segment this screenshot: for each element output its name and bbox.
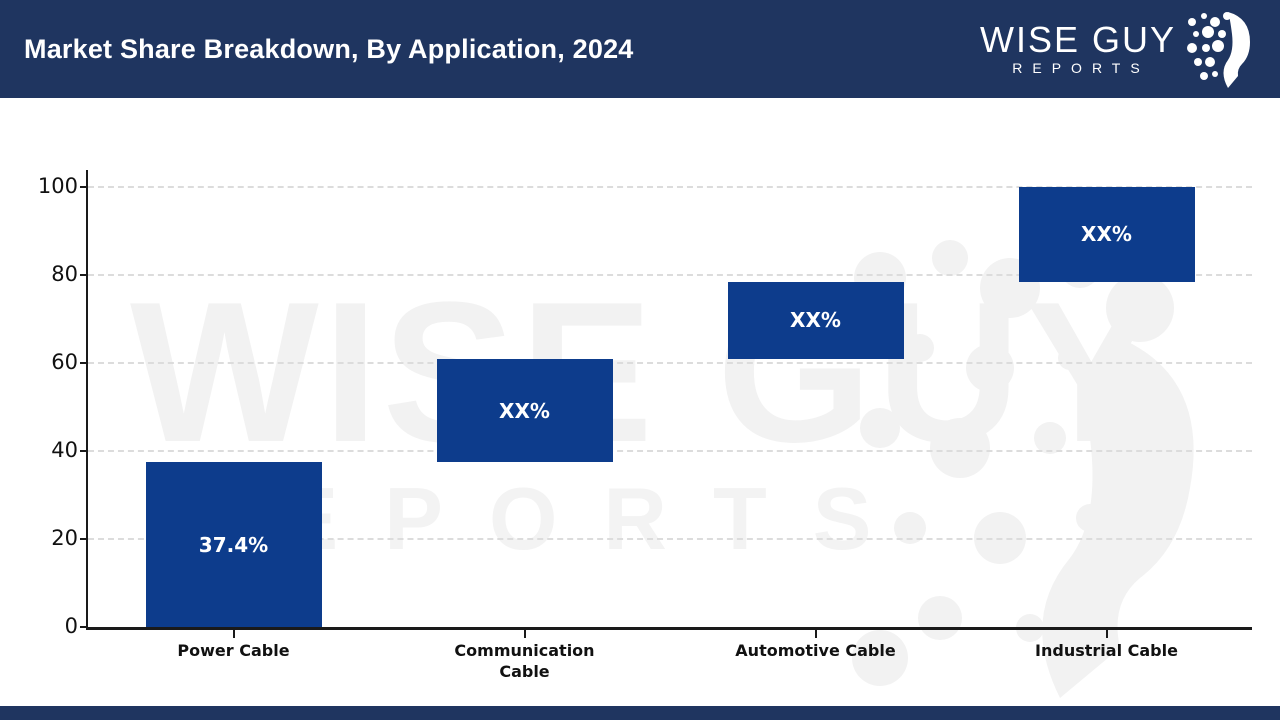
- bar-value-label: XX%: [790, 308, 841, 333]
- y-axis-tick-label: 60: [51, 350, 78, 374]
- bar-power-cable[interactable]: 37.4%: [145, 462, 322, 627]
- y-axis-tick-label: 100: [37, 174, 78, 198]
- logo-wordmark: WISE GUY: [979, 19, 1176, 60]
- logo-text: WISE GUY REPORTS: [979, 19, 1176, 77]
- y-axis-tick-mark: [80, 274, 88, 276]
- chart-title: Market Share Breakdown, By Application, …: [24, 33, 634, 64]
- x-axis-line: [86, 627, 1252, 630]
- y-axis-tick-mark: [80, 362, 88, 364]
- x-axis-tick-mark: [814, 630, 817, 638]
- wise-guy-reports-logo: WISE GUY REPORTS: [980, 8, 1256, 90]
- bar-automotive-cable[interactable]: XX%: [727, 281, 904, 359]
- y-axis-tick-mark: [80, 450, 88, 452]
- x-axis-category-label: Communication Cable: [454, 641, 595, 681]
- y-axis-tick-label: 20: [51, 526, 78, 550]
- y-axis-line: [86, 170, 88, 629]
- x-axis-category-label: Power Cable: [177, 641, 290, 660]
- x-axis-tick-mark: [523, 630, 526, 638]
- gridline-100: [88, 186, 1252, 188]
- header-band: Market Share Breakdown, By Application, …: [0, 0, 1280, 98]
- gridline-20: [88, 538, 1252, 540]
- bar-value-label: XX%: [1081, 222, 1132, 247]
- x-axis-category-label: Industrial Cable: [1035, 641, 1178, 660]
- x-axis-category-label: Automotive Cable: [735, 641, 896, 660]
- bar-industrial-cable[interactable]: XX%: [1018, 187, 1195, 282]
- x-axis-tick-mark: [1105, 630, 1108, 638]
- y-axis-tick-mark: [80, 538, 88, 540]
- bar-value-label: XX%: [499, 398, 550, 423]
- y-axis-tick-mark: [80, 186, 88, 188]
- y-axis-tick-label: 80: [51, 262, 78, 286]
- logo-subtext: REPORTS: [1012, 60, 1150, 76]
- gridline-40: [88, 450, 1252, 452]
- y-axis-tick-label: 40: [51, 438, 78, 462]
- footer-band: [0, 706, 1280, 720]
- x-axis-tick-mark: [232, 630, 235, 638]
- gridline-60: [88, 362, 1252, 364]
- y-axis-tick-label: 0: [64, 614, 78, 638]
- y-axis-tick-mark: [80, 626, 88, 628]
- gridline-80: [88, 274, 1252, 276]
- bar-value-label: 37.4%: [198, 532, 269, 557]
- logo-head-icon: [1187, 12, 1250, 88]
- bar-communication-cable[interactable]: XX%: [436, 358, 613, 463]
